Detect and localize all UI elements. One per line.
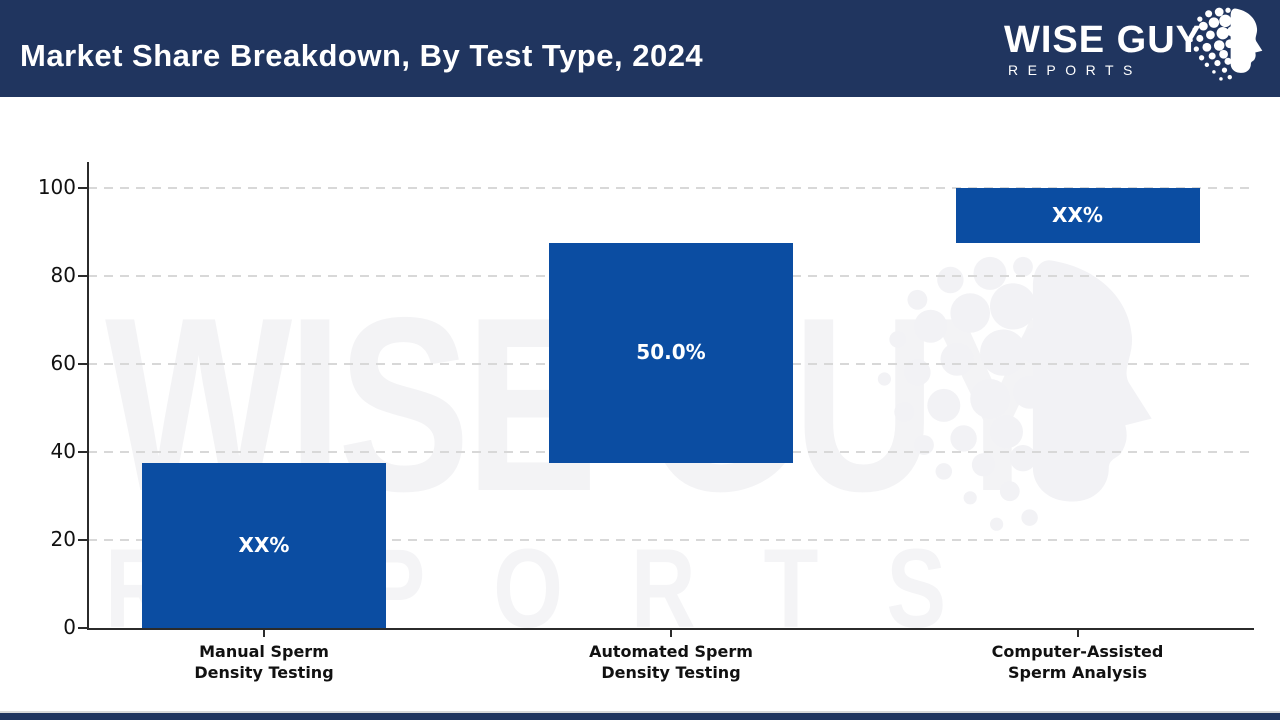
- bar-segment: [955, 188, 1200, 243]
- gridline: [88, 187, 1253, 189]
- y-tick-label: 40: [50, 439, 76, 463]
- chart-area: WISE GUY REPORTS 0 20 40 60 80 100 XX% 50.0% XX%…: [0, 97, 1280, 713]
- y-tick-mark: [78, 363, 87, 365]
- logo-subtitle: REPORTS: [1007, 62, 1142, 78]
- footer-bar: [0, 711, 1280, 720]
- x-category-label: Automated Sperm Density Testing: [491, 641, 851, 683]
- x-category-label-line: Computer-Assisted: [991, 642, 1164, 661]
- y-tick-mark: [78, 187, 87, 189]
- y-tick-mark: [78, 539, 87, 541]
- header-bar: Market Share Breakdown, By Test Type, 20…: [0, 0, 1280, 97]
- gridline: [88, 539, 1253, 541]
- chart-title: Market Share Breakdown, By Test Type, 20…: [20, 38, 704, 73]
- logo-wordmark: WISE GUY: [1003, 19, 1202, 61]
- x-axis-line: [87, 628, 1254, 630]
- y-tick-label: 0: [63, 615, 76, 639]
- x-tick-mark: [1076, 630, 1079, 637]
- bar-segment: [549, 243, 793, 463]
- y-tick-mark: [78, 451, 87, 453]
- logo-text: WISE GUY REPORTS: [1004, 20, 1202, 78]
- y-axis-line: [87, 162, 89, 630]
- y-tick-mark: [78, 275, 87, 277]
- y-tick-label: 20: [50, 527, 76, 551]
- bar-value-label: XX%: [1052, 202, 1103, 227]
- y-tick-label: 100: [37, 175, 76, 199]
- logo-face-icon: [1189, 7, 1263, 81]
- wiseguy-logo: WISE GUY REPORTS: [1004, 4, 1272, 94]
- x-category-label: Manual Sperm Density Testing: [84, 641, 444, 683]
- y-tick-label: 60: [50, 351, 76, 375]
- x-category-label-line: Density Testing: [601, 663, 741, 682]
- bar-segment: [142, 463, 386, 628]
- y-tick-mark: [78, 627, 87, 629]
- x-category-label-line: Manual Sperm: [199, 642, 329, 661]
- y-tick-label: 80: [50, 263, 76, 287]
- x-category-label-line: Sperm Analysis: [1008, 663, 1147, 682]
- bar-value-label: 50.0%: [636, 340, 706, 364]
- x-category-label: Computer-Assisted Sperm Analysis: [898, 641, 1258, 683]
- x-category-label-line: Density Testing: [194, 663, 334, 682]
- x-tick-mark: [263, 630, 265, 637]
- bar-value-label: XX%: [238, 532, 290, 557]
- x-category-label-line: Automated Sperm: [589, 642, 753, 661]
- x-tick-mark: [670, 630, 672, 637]
